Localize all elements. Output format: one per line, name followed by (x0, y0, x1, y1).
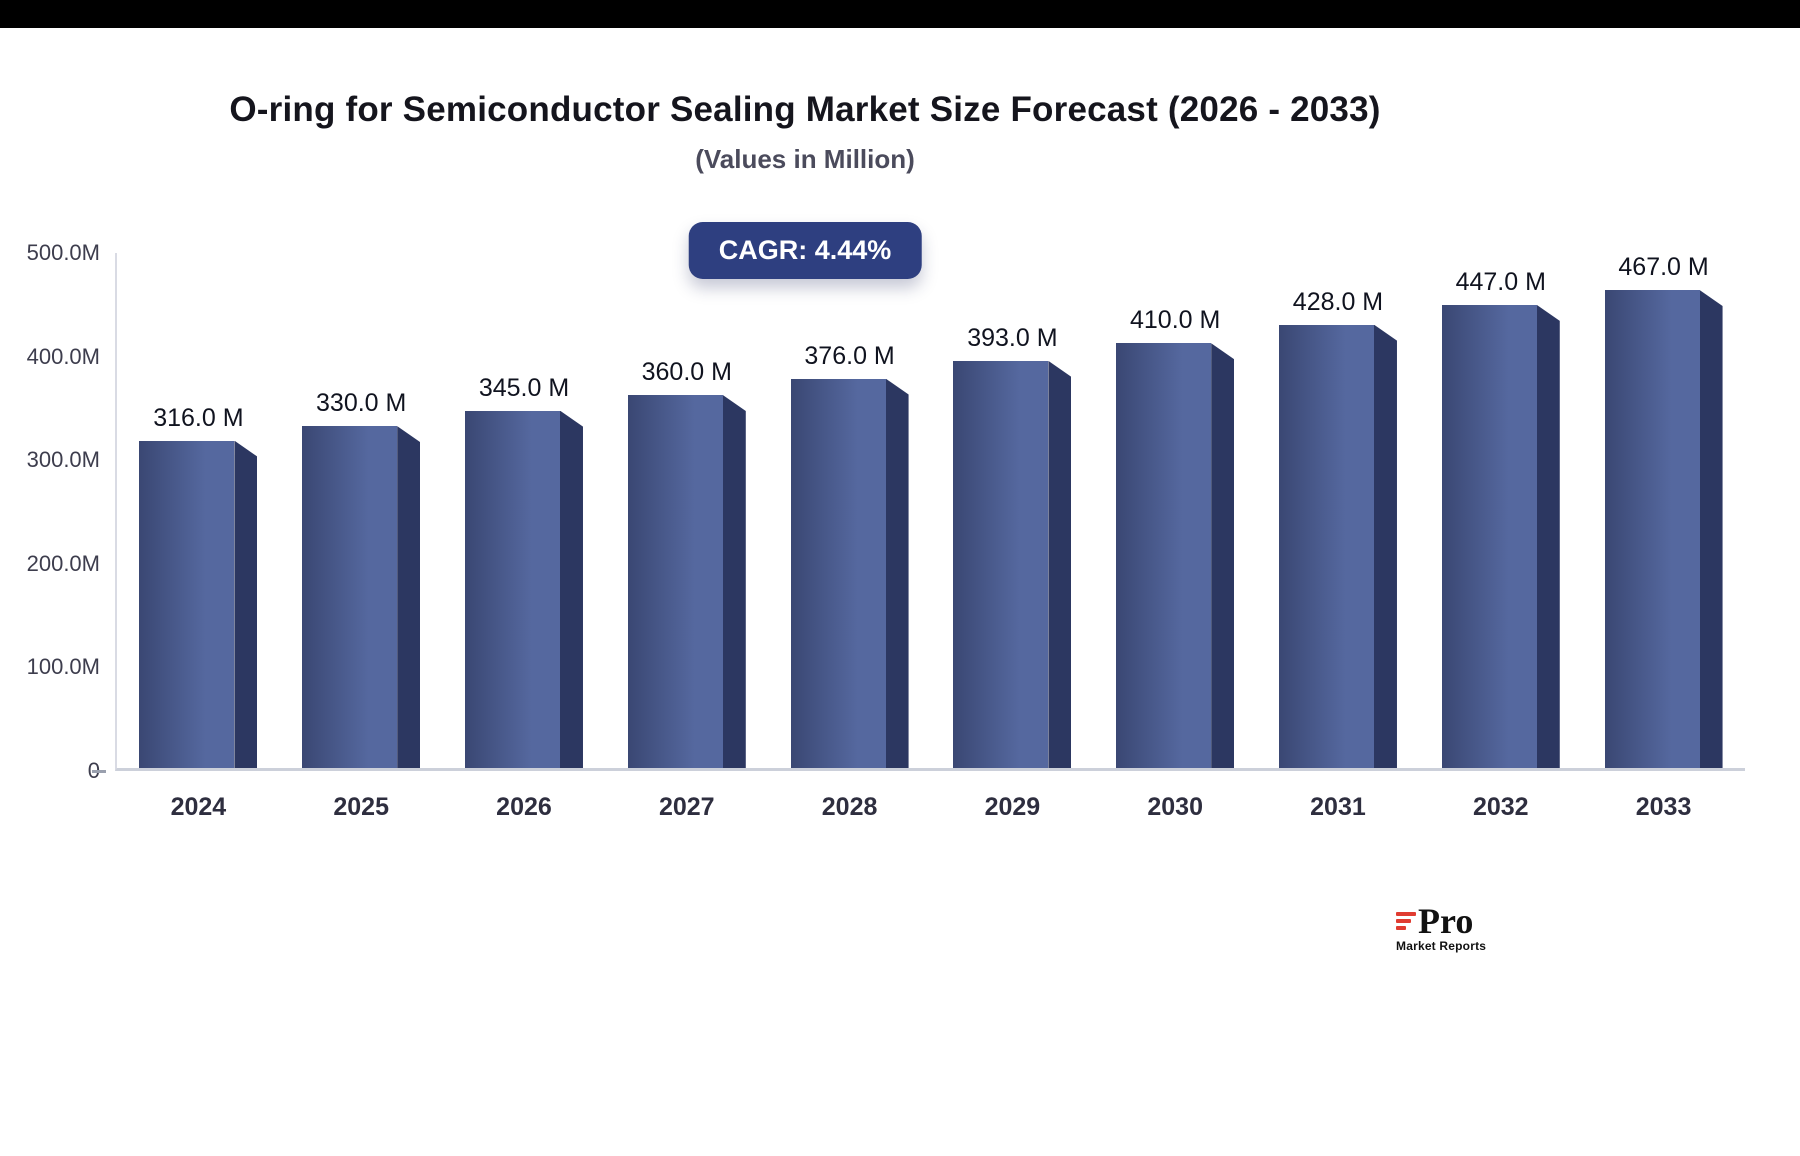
bar-front-face (627, 395, 723, 768)
cagr-badge: CAGR: 4.44% (688, 222, 922, 279)
y-axis-tick-label: 100.0M (26, 654, 100, 680)
y-axis-tick-label: 300.0M (26, 447, 100, 473)
bar-side-face (1211, 343, 1235, 768)
bar-value-label: 345.0 M (478, 373, 570, 402)
bar-group: 467.0 M 2033 (1582, 253, 1745, 821)
bar-group: 330.0 M 2025 (280, 253, 443, 821)
bar-front-face (302, 426, 398, 768)
bar-front-face (1604, 290, 1700, 768)
logo-top-row: Pro (1396, 901, 1506, 941)
y-axis-tick-label: 200.0M (26, 550, 100, 576)
bar[interactable] (627, 395, 746, 768)
bar-front-face (953, 360, 1049, 768)
bar-value-label: 330.0 M (316, 389, 407, 418)
y-axis-tick-label: 500.0M (26, 240, 100, 265)
x-axis-category-label: 2027 (658, 793, 715, 821)
bar-side-face (1699, 290, 1723, 768)
bar-value-label: 410.0 M (1130, 306, 1221, 335)
pro-market-reports-logo: Pro Market Reports (1396, 901, 1506, 953)
bar-side-face (885, 378, 909, 768)
bar[interactable] (464, 410, 583, 768)
bar-front-face (790, 378, 886, 768)
x-axis-category-label: 2029 (984, 793, 1041, 821)
bar[interactable] (953, 360, 1072, 768)
bar-group: 345.0 M 2026 (443, 253, 606, 821)
bar-side-face (234, 440, 258, 768)
bar-front-face (1116, 343, 1212, 768)
bar-value-label: 428.0 M (1292, 287, 1384, 316)
bar-value-label: 316.0 M (153, 403, 244, 432)
bar-side-face (1536, 304, 1560, 768)
bar-value-label: 447.0 M (1455, 267, 1546, 296)
bar[interactable] (1278, 324, 1397, 768)
bar[interactable] (1604, 290, 1723, 768)
x-axis-category-label: 2025 (333, 793, 389, 821)
x-axis-category-label: 2033 (1635, 793, 1692, 821)
logo-subtext: Market Reports (1396, 938, 1487, 953)
logo-red-bars-icon (1396, 911, 1416, 930)
x-axis-category-label: 2024 (170, 793, 227, 821)
logo-text: Pro (1418, 901, 1474, 941)
bar-front-face (139, 440, 235, 768)
bar-side-face (559, 410, 583, 768)
bar-group: 428.0 M 2031 (1257, 253, 1420, 821)
bar-value-label: 360.0 M (641, 358, 732, 386)
bar-value-label: 393.0 M (967, 323, 1058, 352)
x-axis-category-label: 2028 (821, 793, 878, 821)
bar[interactable] (1116, 343, 1235, 768)
bar[interactable] (790, 378, 909, 768)
chart-header: O-ring for Semiconductor Sealing Market … (0, 90, 1610, 175)
top-black-bar (0, 0, 1800, 28)
bar-group: 410.0 M 2030 (1094, 253, 1257, 821)
bar-group: 376.0 M 2028 (768, 253, 931, 821)
bar-front-face (1278, 324, 1374, 768)
bar-side-face (397, 426, 421, 768)
bar-group: 447.0 M 2032 (1419, 253, 1582, 821)
x-axis-category-label: 2032 (1472, 793, 1529, 821)
bar-side-face (1048, 360, 1072, 768)
bar-value-label: 376.0 M (804, 341, 895, 370)
bar-group: 393.0 M 2029 (931, 253, 1094, 821)
bar-side-face (722, 395, 746, 768)
bar-front-face (1441, 304, 1537, 768)
bar-front-face (464, 410, 560, 768)
x-axis-category-label: 2030 (1147, 793, 1203, 821)
bar-value-label: 467.0 M (1618, 253, 1709, 281)
y-axis-tick-label: 400.0M (26, 343, 100, 369)
x-axis-category-label: 2026 (496, 793, 552, 821)
bar-chart-plot-area: 316.0 M 2024 330.0 M 2025 345.0 M 2026 360.0 M… (115, 253, 1745, 821)
bar[interactable] (139, 440, 258, 768)
bar[interactable] (1441, 304, 1560, 768)
bar-side-face (1373, 324, 1397, 768)
x-axis-category-label: 2031 (1310, 793, 1366, 821)
zero-tick-mark (92, 770, 106, 773)
bar-group: 316.0 M 2024 (117, 253, 280, 821)
bar-group: 360.0 M 2027 (605, 253, 768, 821)
page-title: O-ring for Semiconductor Sealing Market … (229, 90, 1381, 129)
bar[interactable] (302, 426, 421, 768)
chart-subtitle: (Values in Million) (695, 144, 915, 174)
